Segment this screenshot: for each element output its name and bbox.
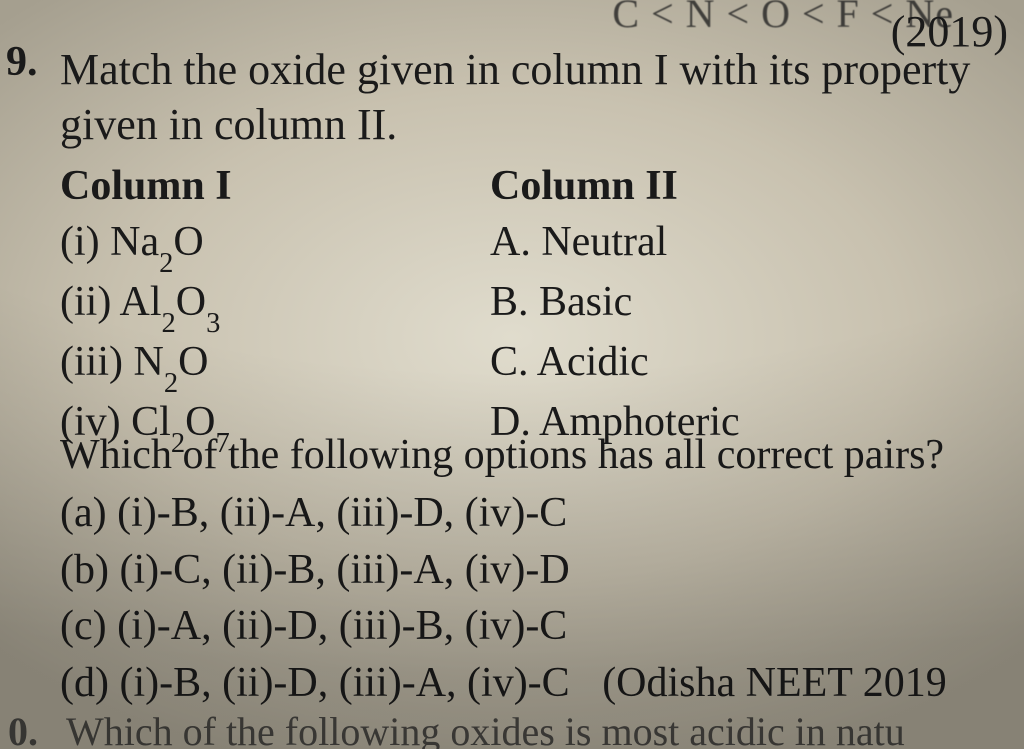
row-letter: A. bbox=[490, 219, 531, 265]
option-d-text: (d) (i)-B, (ii)-D, (iii)-A, (iv)-C bbox=[60, 660, 570, 706]
row-formula: Al2O3 bbox=[120, 279, 221, 325]
row-num: (iii) bbox=[60, 339, 123, 385]
row-prop: Basic bbox=[539, 279, 632, 325]
row-left: (iii) N2O bbox=[60, 336, 490, 394]
next-question-fragment: 0. Which of the following oxides is most… bbox=[8, 708, 905, 749]
row-formula: N2O bbox=[133, 339, 208, 385]
row-formula: Na2O bbox=[110, 219, 204, 265]
page: C < N < O < F < Ne 9. (2019) Match the o… bbox=[0, 0, 1024, 749]
stem-line-1: Match the oxide given in column I with i… bbox=[60, 42, 1004, 97]
match-row: (i) Na2O A. Neutral bbox=[60, 216, 944, 274]
row-right: A. Neutral bbox=[490, 216, 944, 269]
source-tag: (Odisha NEET 2019 bbox=[602, 660, 947, 706]
row-prop: Neutral bbox=[541, 219, 667, 265]
match-rows: (i) Na2O A. Neutral (ii) Al2O3 B. Basic … bbox=[60, 216, 944, 456]
column-headers: Column I Column II bbox=[60, 162, 944, 210]
answer-options: (a) (i)-B, (ii)-A, (iii)-D, (iv)-C (b) (… bbox=[60, 486, 1014, 712]
row-left: (ii) Al2O3 bbox=[60, 276, 490, 334]
question-number: 9. bbox=[6, 38, 38, 86]
question-stem: Match the oxide given in column I with i… bbox=[60, 42, 1004, 152]
column-1-header: Column I bbox=[60, 162, 490, 210]
next-qnum: 0. bbox=[8, 709, 38, 749]
option-c: (c) (i)-A, (ii)-D, (iii)-B, (iv)-C bbox=[60, 599, 1014, 654]
row-right: C. Acidic bbox=[490, 336, 944, 389]
row-prop: Acidic bbox=[537, 339, 649, 385]
row-letter: B. bbox=[490, 279, 529, 325]
column-2-header: Column II bbox=[490, 162, 944, 210]
row-num: (i) bbox=[60, 219, 100, 265]
stem-line-2: given in column II. bbox=[60, 97, 1004, 152]
row-right: B. Basic bbox=[490, 276, 944, 329]
row-num: (ii) bbox=[60, 279, 111, 325]
match-row: (ii) Al2O3 B. Basic bbox=[60, 276, 944, 334]
option-b: (b) (i)-C, (ii)-B, (iii)-A, (iv)-D bbox=[60, 543, 1014, 598]
match-row: (iii) N2O C. Acidic bbox=[60, 336, 944, 394]
row-left: (i) Na2O bbox=[60, 216, 490, 274]
option-a: (a) (i)-B, (ii)-A, (iii)-D, (iv)-C bbox=[60, 486, 1014, 541]
option-d: (d) (i)-B, (ii)-D, (iii)-A, (iv)-C (Odis… bbox=[60, 656, 1014, 711]
next-qtext: Which of the following oxides is most ac… bbox=[66, 709, 905, 749]
row-letter: C. bbox=[490, 339, 529, 385]
which-line: Which of the following options has all c… bbox=[60, 430, 1004, 480]
